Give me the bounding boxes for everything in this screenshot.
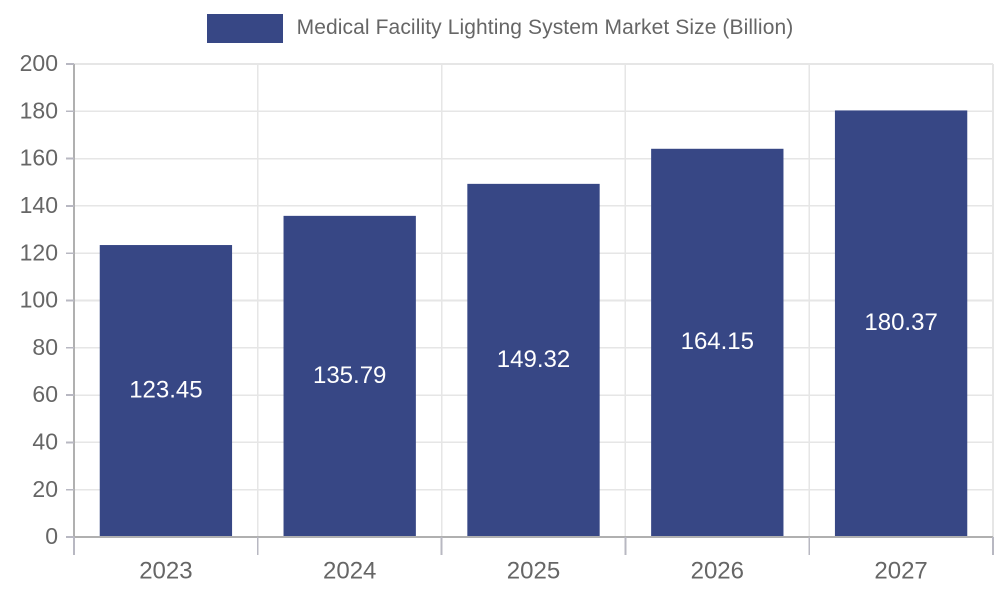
bar-value-label: 135.79 (313, 362, 386, 389)
bar (834, 110, 968, 537)
y-axis-tick-label: 0 (45, 523, 58, 549)
bar (283, 215, 416, 538)
x-axis-labels: 2023 2024 2025 2026 2027 (139, 557, 928, 584)
y-axis-tick-label: 160 (20, 145, 58, 171)
y-axis-tick-label: 100 (20, 287, 58, 313)
y-axis-tick-label: 180 (20, 97, 58, 123)
legend-series-label: Medical Facility Lighting System Market … (296, 16, 794, 39)
y-axis-tick-label: 120 (20, 239, 58, 265)
y-axis-tick-label: 40 (32, 428, 58, 454)
legend-color-swatch (206, 13, 283, 43)
x-axis-tick-label: 2023 (139, 557, 192, 584)
y-axis-tick-label: 60 (32, 381, 58, 407)
bar-value-label: 149.32 (497, 346, 570, 373)
x-axis-tick-label: 2026 (691, 557, 744, 584)
y-axis-tick-label: 140 (20, 192, 58, 218)
x-axis-tick-label: 2027 (874, 557, 927, 584)
axis-ticks (66, 63, 994, 555)
y-axis-tick-label: 80 (32, 334, 58, 360)
bar-value-labels: 123.45 135.79 149.32 164.15 180.37 (129, 309, 938, 403)
bar-value-label: 164.15 (681, 328, 754, 355)
chart-legend: Medical Facility Lighting System Market … (0, 0, 1000, 56)
x-axis-tick-label: 2025 (507, 557, 560, 584)
y-axis-tick-label: 200 (20, 50, 58, 76)
y-axis-labels: 0 20 40 60 80 100 120 140 160 180 200 (20, 50, 58, 549)
bar-value-label: 180.37 (864, 309, 937, 336)
x-axis-tick-label: 2024 (323, 557, 376, 584)
bar (467, 183, 600, 537)
y-axis-tick-label: 20 (32, 476, 58, 502)
bar (651, 148, 784, 537)
bar-value-label: 123.45 (129, 376, 202, 403)
bar-series (99, 110, 968, 538)
bar (99, 245, 233, 537)
